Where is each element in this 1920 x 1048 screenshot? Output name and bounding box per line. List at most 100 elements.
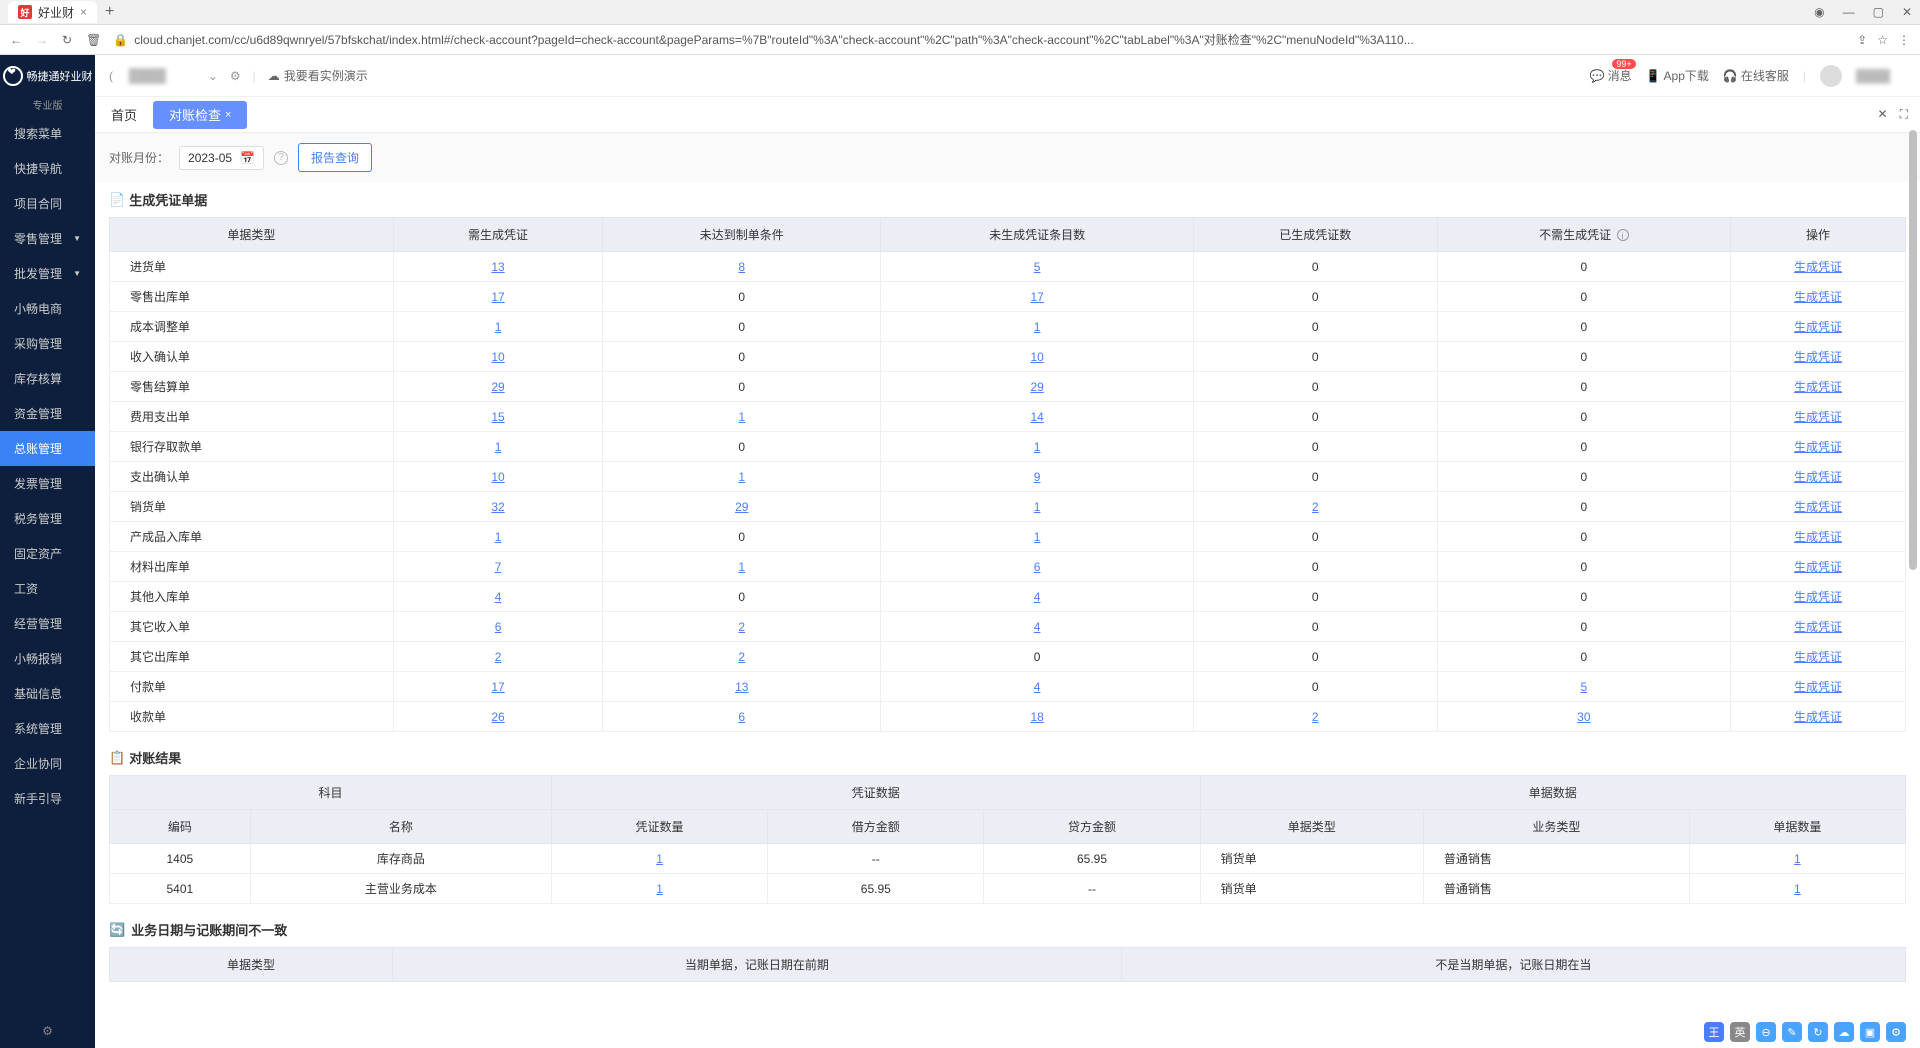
sidebar-item[interactable]: 零售管理▼ <box>0 221 95 256</box>
count-link[interactable]: 1 <box>1034 500 1041 514</box>
qty-link[interactable]: 1 <box>656 882 663 896</box>
count-link[interactable]: 1 <box>1034 440 1041 454</box>
scrollbar[interactable] <box>1906 130 1920 1048</box>
count-link[interactable]: 1 <box>1034 320 1041 334</box>
generate-voucher-link[interactable]: 生成凭证 <box>1794 290 1842 304</box>
online-service-button[interactable]: 🎧 在线客服 <box>1723 67 1789 84</box>
sidebar-item[interactable]: 搜索菜单 <box>0 116 95 151</box>
float-icon-5[interactable]: ↻ <box>1808 1022 1828 1042</box>
address-bar[interactable]: 🔒 cloud.chanjet.com/cc/u6d89qwnryel/57bf… <box>113 31 1845 48</box>
generate-voucher-link[interactable]: 生成凭证 <box>1794 590 1842 604</box>
sidebar-item[interactable]: 批发管理▼ <box>0 256 95 291</box>
minimize-icon[interactable]: — <box>1843 5 1855 19</box>
calendar-icon[interactable]: 📅 <box>240 151 255 165</box>
generate-voucher-link[interactable]: 生成凭证 <box>1794 410 1842 424</box>
generate-voucher-link[interactable]: 生成凭证 <box>1794 500 1842 514</box>
delete-icon[interactable]: 🗑 <box>86 33 101 47</box>
count-link[interactable]: 1 <box>495 440 502 454</box>
info-icon[interactable]: i <box>1617 229 1629 241</box>
generate-voucher-link[interactable]: 生成凭证 <box>1794 560 1842 574</box>
count-link[interactable]: 5 <box>1034 260 1041 274</box>
sidebar-item[interactable]: 基础信息 <box>0 676 95 711</box>
count-link[interactable]: 9 <box>1034 470 1041 484</box>
generate-voucher-link[interactable]: 生成凭证 <box>1794 350 1842 364</box>
count-link[interactable]: 2 <box>738 620 745 634</box>
count-link[interactable]: 2 <box>738 650 745 664</box>
generate-voucher-link[interactable]: 生成凭证 <box>1794 650 1842 664</box>
generate-voucher-link[interactable]: 生成凭证 <box>1794 380 1842 394</box>
month-picker[interactable]: 2023-05 📅 <box>179 146 264 170</box>
org-selector[interactable]: ████ <box>125 66 196 85</box>
sidebar-item[interactable]: 固定资产 <box>0 536 95 571</box>
float-icon-1[interactable]: 王 <box>1704 1022 1724 1042</box>
dqty-link[interactable]: 1 <box>1794 882 1801 896</box>
install-icon[interactable]: ⇪ <box>1857 33 1867 47</box>
count-link[interactable]: 15 <box>491 410 504 424</box>
generate-voucher-link[interactable]: 生成凭证 <box>1794 710 1842 724</box>
float-icon-4[interactable]: ✎ <box>1782 1022 1802 1042</box>
count-link[interactable]: 1 <box>1034 530 1041 544</box>
tab-home[interactable]: 首页 <box>95 97 153 132</box>
count-link[interactable]: 30 <box>1577 710 1590 724</box>
sidebar-item[interactable]: 快捷导航 <box>0 151 95 186</box>
browser-tab[interactable]: 好 好业财 × <box>8 1 97 23</box>
qty-link[interactable]: 1 <box>656 852 663 866</box>
help-icon[interactable]: ? <box>274 151 288 165</box>
sidebar-item[interactable]: 总账管理 <box>0 431 95 466</box>
count-link[interactable]: 29 <box>1030 380 1043 394</box>
float-icon-8[interactable]: ⚙ <box>1886 1022 1906 1042</box>
sidebar-item[interactable]: 项目合同 <box>0 186 95 221</box>
count-link[interactable]: 1 <box>738 410 745 424</box>
org-settings-icon[interactable]: ⚙ <box>230 69 241 83</box>
new-tab-button[interactable]: + <box>105 3 114 21</box>
count-link[interactable]: 29 <box>491 380 504 394</box>
count-link[interactable]: 4 <box>1034 590 1041 604</box>
sidebar-item[interactable]: 采购管理 <box>0 326 95 361</box>
dqty-link[interactable]: 1 <box>1794 852 1801 866</box>
count-link[interactable]: 13 <box>491 260 504 274</box>
count-link[interactable]: 4 <box>1034 620 1041 634</box>
count-link[interactable]: 14 <box>1030 410 1043 424</box>
sidebar-item[interactable]: 发票管理 <box>0 466 95 501</box>
tab-close-icon[interactable]: × <box>80 5 87 19</box>
count-link[interactable]: 32 <box>491 500 504 514</box>
float-icon-7[interactable]: ▣ <box>1860 1022 1880 1042</box>
count-link[interactable]: 17 <box>491 290 504 304</box>
count-link[interactable]: 6 <box>738 710 745 724</box>
count-link[interactable]: 4 <box>1034 680 1041 694</box>
org-dropdown-icon[interactable]: ⌄ <box>208 69 218 83</box>
count-link[interactable]: 6 <box>495 620 502 634</box>
generate-voucher-link[interactable]: 生成凭证 <box>1794 320 1842 334</box>
sidebar-item[interactable]: 税务管理 <box>0 501 95 536</box>
browser-menu-icon[interactable]: ◉ <box>1814 5 1824 19</box>
generate-voucher-link[interactable]: 生成凭证 <box>1794 470 1842 484</box>
generate-voucher-link[interactable]: 生成凭证 <box>1794 530 1842 544</box>
count-link[interactable]: 10 <box>491 470 504 484</box>
sidebar-item[interactable]: 资金管理 <box>0 396 95 431</box>
app-download-button[interactable]: 📱 App下载 <box>1646 67 1709 84</box>
bookmark-icon[interactable]: ☆ <box>1877 33 1888 47</box>
generate-voucher-link[interactable]: 生成凭证 <box>1794 620 1842 634</box>
sidebar-item[interactable]: 企业协同 <box>0 746 95 781</box>
sidebar-item[interactable]: 库存核算 <box>0 361 95 396</box>
count-link[interactable]: 10 <box>491 350 504 364</box>
close-window-icon[interactable]: ✕ <box>1902 5 1912 19</box>
float-icon-6[interactable]: ☁ <box>1834 1022 1854 1042</box>
count-link[interactable]: 10 <box>1030 350 1043 364</box>
back-icon[interactable]: ← <box>10 33 22 47</box>
sidebar-item[interactable]: 小畅电商 <box>0 291 95 326</box>
count-link[interactable]: 2 <box>495 650 502 664</box>
generate-voucher-link[interactable]: 生成凭证 <box>1794 680 1842 694</box>
count-link[interactable]: 17 <box>491 680 504 694</box>
count-link[interactable]: 18 <box>1030 710 1043 724</box>
fullscreen-icon[interactable]: ⛶ <box>1900 107 1908 122</box>
count-link[interactable]: 29 <box>735 500 748 514</box>
tab-check-account[interactable]: 对账检查 × <box>153 101 247 129</box>
forward-icon[interactable]: → <box>36 33 48 47</box>
close-all-tabs-icon[interactable]: ✕ <box>1878 107 1888 122</box>
float-icon-3[interactable]: ⊖ <box>1756 1022 1776 1042</box>
count-link[interactable]: 2 <box>1312 710 1319 724</box>
sidebar-item[interactable]: 工资 <box>0 571 95 606</box>
count-link[interactable]: 26 <box>491 710 504 724</box>
tab-close-icon[interactable]: × <box>225 109 231 121</box>
